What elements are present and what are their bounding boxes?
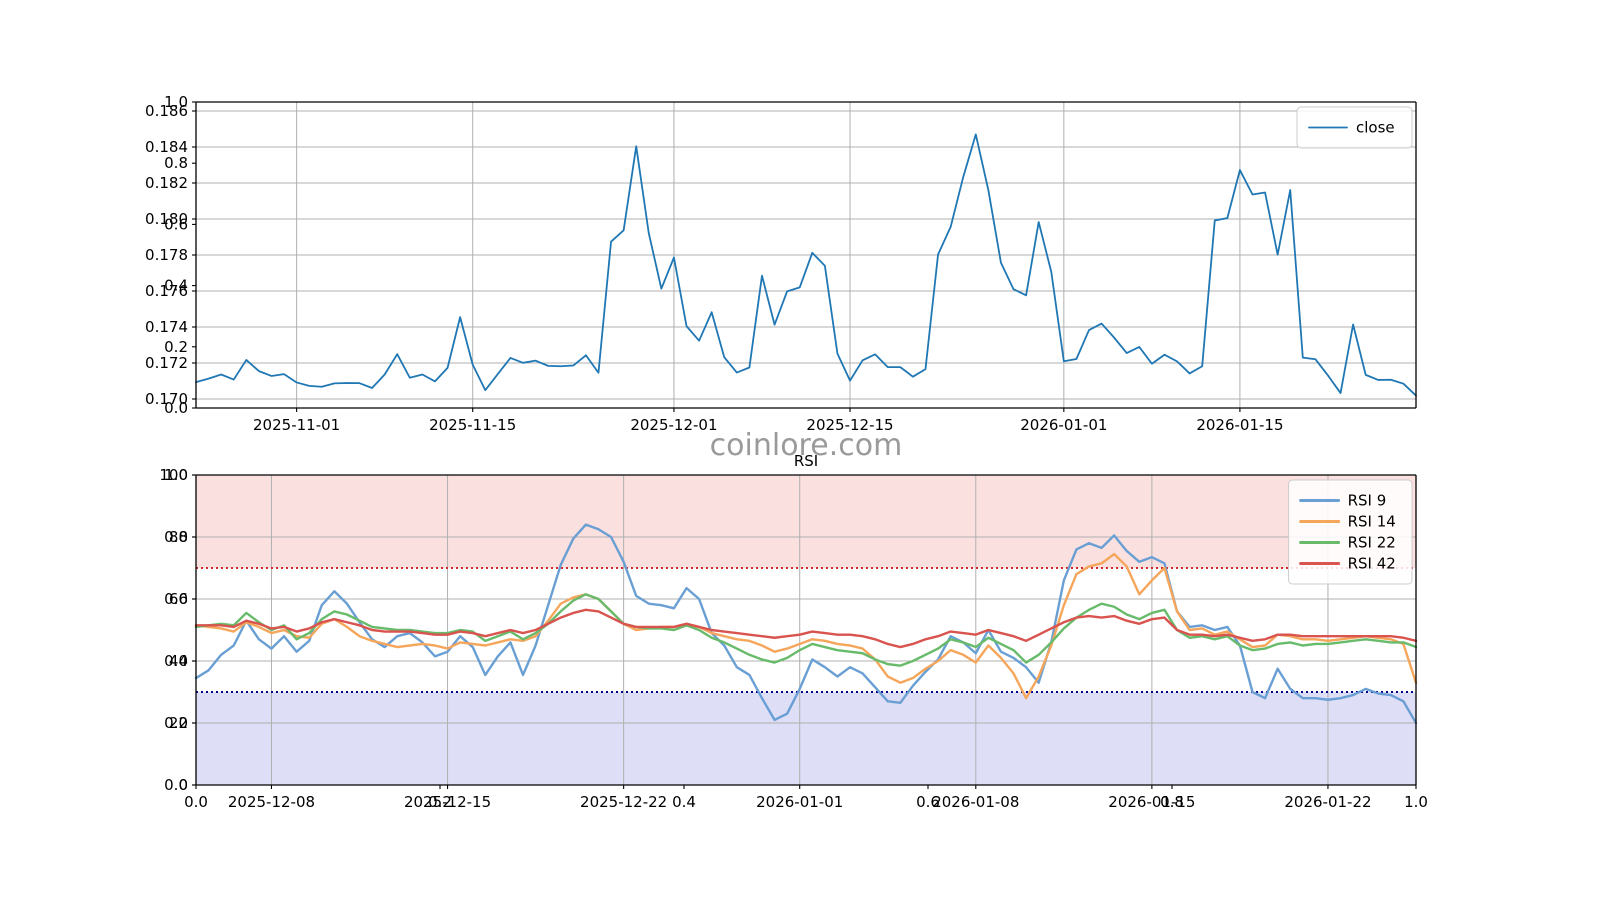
axes-frame — [195, 474, 1417, 786]
y-tick-label: 0.176 — [145, 282, 188, 300]
x-tick-label-twin: 1.0 — [1404, 793, 1428, 811]
y-tick-label: 0.184 — [145, 138, 188, 156]
x-tick-label: 2026-01-15 — [1108, 793, 1195, 811]
legend-box — [1296, 106, 1413, 149]
y-tick-label-twin: 0.8 — [164, 154, 188, 172]
legend-label-rsi-9: RSI 9 — [1348, 492, 1387, 510]
watermark-coinlore: coinlore.com — [710, 428, 903, 463]
x-tick-label: 2026-01-22 — [1284, 793, 1371, 811]
x-tick-label: 2025-12-01 — [630, 416, 717, 434]
x-tick-label: 2025-12-08 — [228, 793, 315, 811]
overbought-band — [196, 475, 1416, 568]
series-line-rsi-22 — [194, 593, 1418, 667]
y-tick-label-twin: 0.2 — [164, 338, 188, 356]
y-tick-label-twin: 0.6 — [164, 215, 188, 233]
x-tick-label: 2026-01-08 — [932, 793, 1019, 811]
x-tick-label: 2025-12-15 — [404, 793, 491, 811]
x-tick-label-twin: 0.6 — [916, 793, 940, 811]
series-line-close — [195, 133, 1417, 397]
x-tick-label: 2026-01-01 — [756, 793, 843, 811]
y-tick-label: 0.186 — [145, 102, 188, 120]
y-tick-label: 0.174 — [145, 318, 188, 336]
x-tick-label-twin: 0.8 — [1160, 793, 1184, 811]
x-tick-label: 2025-11-15 — [429, 416, 516, 434]
y-tick-label-twin: 0.8 — [164, 528, 188, 546]
oversold-band — [196, 692, 1416, 785]
y-tick-label: 0.182 — [145, 174, 188, 192]
x-tick-label-twin: 0.0 — [184, 793, 208, 811]
y-tick-label-twin: 1.0 — [164, 466, 188, 484]
y-tick-label: 60 — [169, 590, 188, 608]
x-tick-label: 2026-01-15 — [1196, 416, 1283, 434]
x-tick-label: 2026-01-01 — [1020, 416, 1107, 434]
y-tick-label-twin: 0.6 — [164, 590, 188, 608]
y-tick-label-twin: 0.0 — [164, 399, 188, 417]
x-tick-label-twin: 0.2 — [428, 793, 452, 811]
legend-box — [1288, 479, 1413, 585]
series-line-rsi-9 — [194, 523, 1418, 725]
y-tick-label-twin: 0.2 — [164, 714, 188, 732]
x-tick-label-twin: 0.4 — [672, 793, 696, 811]
x-tick-label: 2025-12-22 — [580, 793, 667, 811]
y-tick-label-twin: 0.4 — [164, 652, 188, 670]
y-tick-label: 0.170 — [145, 390, 188, 408]
series-line-rsi-14 — [194, 552, 1418, 700]
series-line-rsi-42 — [194, 608, 1418, 649]
rsi-chart-title: RSI — [794, 452, 818, 470]
y-tick-label: 80 — [169, 528, 188, 546]
legend-label-rsi-42: RSI 42 — [1348, 555, 1396, 573]
legend-label-rsi-14: RSI 14 — [1348, 513, 1396, 531]
x-tick-label: 2025-12-15 — [806, 416, 893, 434]
y-tick-label: 20 — [169, 714, 188, 732]
y-tick-label: 0.172 — [145, 354, 188, 372]
price-chart-axes: 0.170 0.172 0.174 0.176 0.178 0.180 0.182 0.184… — [145, 93, 1417, 434]
legend-label-rsi-22: RSI 22 — [1348, 534, 1396, 552]
y-tick-label: 0.178 — [145, 246, 188, 264]
y-tick-label-twin: 0.4 — [164, 277, 188, 295]
x-tick-label: 2025-11-01 — [253, 416, 340, 434]
legend-label-close: close — [1356, 119, 1395, 137]
rsi-chart-axes: 0 20 40 60 80 100 0.0 0.2 0.4 0.6 0.8 1.0 2025-12-08… — [159, 452, 1428, 811]
y-tick-label: 0.180 — [145, 210, 188, 228]
y-tick-label: 40 — [169, 652, 188, 670]
y-tick-label: 100 — [159, 466, 188, 484]
y-tick-label: 0 — [178, 776, 188, 794]
y-tick-label-twin: 0.0 — [164, 776, 188, 794]
y-tick-label-twin: 1.0 — [164, 93, 188, 111]
